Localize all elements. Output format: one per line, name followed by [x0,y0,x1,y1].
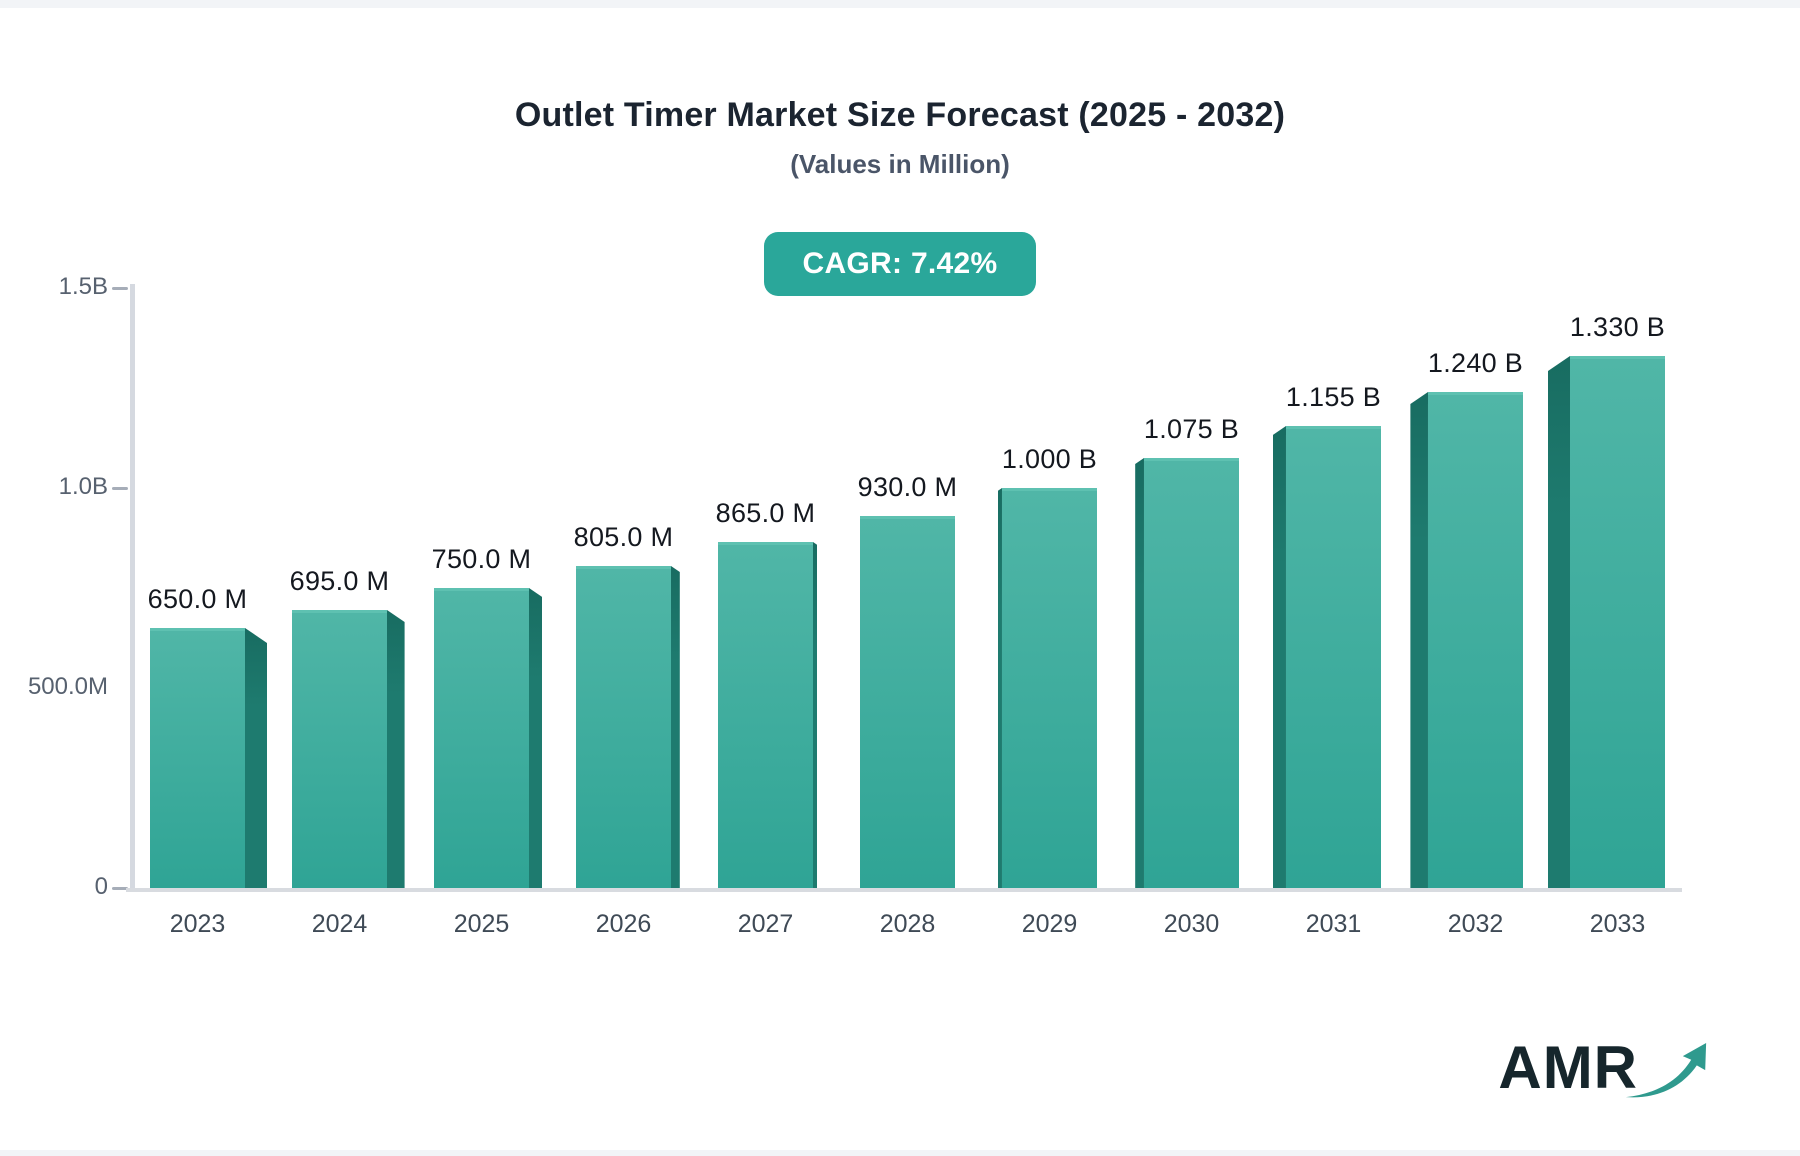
bar-side [1135,458,1144,888]
x-axis-label: 2028 [879,910,936,938]
y-tick-dash [112,887,128,890]
y-axis-line [130,284,135,890]
bar-front [1002,488,1097,888]
bar-front [1570,356,1665,888]
bar-value-label: 1.075 B [1143,414,1240,444]
bar-front [1286,426,1381,888]
bar-side [245,628,267,888]
bar-front [150,628,245,888]
amr-logo-text: AMR [1498,1034,1638,1101]
bar-side [997,488,1002,888]
bar-value-label: 650.0 M [147,584,248,614]
bar-side [1410,392,1428,888]
y-tick-label: 1.5B [58,273,108,300]
bar-front [434,588,529,888]
x-axis-label: 2031 [1305,910,1362,938]
bar-front [1428,392,1523,888]
chart-title: Outlet Timer Market Size Forecast (2025 … [514,96,1286,134]
bar-side [387,610,405,888]
bar-side [1548,356,1570,888]
plot-area: 1.5B 1.0B 500.0M 0 650.0 M 2023 695.0 M 2024 750… [0,8,1800,1150]
y-tick-label: 1.0B [58,473,108,500]
amr-logo: AMR [1498,1038,1708,1107]
chart-card: Outlet Timer Market Size Forecast (2025 … [0,8,1800,1150]
x-axis-label: 2025 [453,910,510,938]
x-axis-line [126,888,1682,892]
trend-up-arrow-icon [1624,1040,1708,1107]
y-tick-dash [112,487,128,490]
chart-subtitle: (Values in Million) [790,149,1010,179]
bar-side [813,542,818,888]
x-axis-label: 2033 [1589,910,1646,938]
bar-front [576,566,671,888]
bar-value-label: 1.240 B [1427,348,1524,378]
bar-front [860,516,955,888]
x-axis-label: 2026 [595,910,652,938]
bar-value-label: 750.0 M [431,544,532,574]
bar-side [529,588,543,888]
x-axis-label: 2029 [1021,910,1078,938]
bar-side [671,566,680,888]
bar-value-label: 930.0 M [857,472,958,502]
bar-side [1272,426,1286,888]
bar-value-label: 805.0 M [573,522,674,552]
x-axis-label: 2032 [1447,910,1504,938]
bar-value-label: 865.0 M [715,498,816,528]
bar-front [1144,458,1239,888]
bar-value-label: 1.155 B [1285,382,1382,412]
x-axis-label: 2027 [737,910,794,938]
bar-value-label: 1.330 B [1569,312,1666,342]
y-tick-dash [112,287,128,290]
y-tick-label: 0 [94,873,108,900]
bar-front [718,542,813,888]
x-axis-label: 2030 [1163,910,1220,938]
y-tick-label: 500.0M [27,673,108,700]
cagr-badge: CAGR: 7.42% [764,232,1036,296]
bar-front [292,610,387,888]
x-axis-label: 2024 [311,910,368,938]
chart-header: Outlet Timer Market Size Forecast (2025 … [0,8,1800,296]
x-axis-label: 2023 [169,910,226,938]
bar-value-label: 695.0 M [289,566,390,596]
bar-value-label: 1.000 B [1001,444,1098,474]
